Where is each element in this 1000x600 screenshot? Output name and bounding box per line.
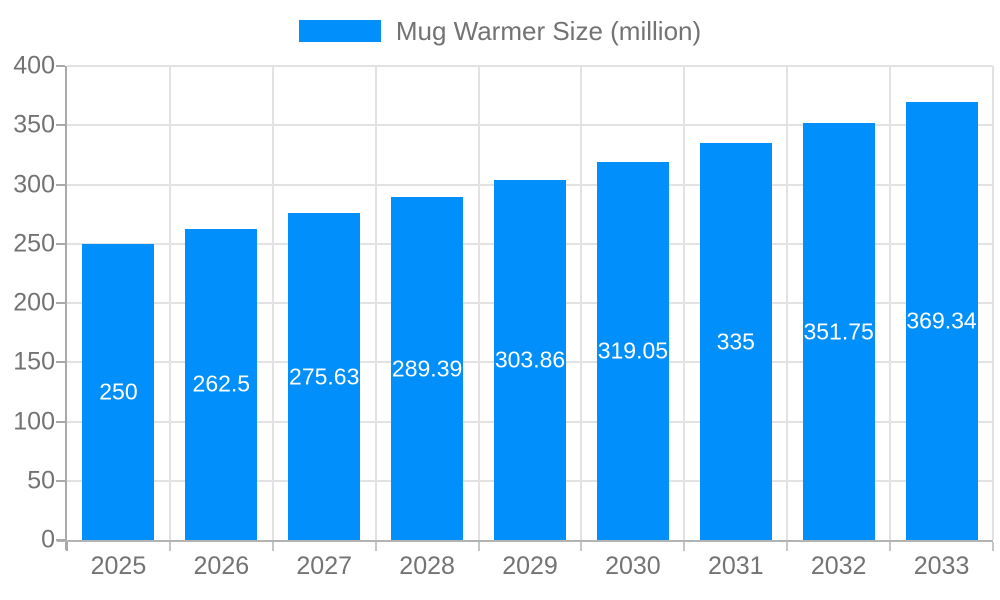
x-axis-tick xyxy=(374,542,377,551)
x-axis-tick-label: 2025 xyxy=(90,552,147,580)
x-gridline xyxy=(786,66,789,540)
x-gridline xyxy=(477,66,480,540)
x-axis-tick xyxy=(992,542,994,551)
x-axis-tick xyxy=(168,542,171,551)
y-axis-tick-label: 100 xyxy=(13,407,55,435)
y-axis-tick xyxy=(56,242,65,245)
bar-value-label: 262.5 xyxy=(192,370,251,397)
x-axis-tick xyxy=(889,542,892,551)
x-axis-tick xyxy=(580,542,583,551)
y-axis-tick xyxy=(56,479,65,482)
x-gridline xyxy=(992,66,994,540)
chart-legend: Mug Warmer Size (million) xyxy=(0,18,1000,44)
x-axis-line xyxy=(57,540,993,542)
bar-value-label: 351.75 xyxy=(803,318,874,345)
y-axis-tick xyxy=(56,65,65,67)
y-axis-tick-label: 50 xyxy=(27,466,55,495)
y-axis-tick-label: 400 xyxy=(13,51,55,80)
y-axis-tick-label: 200 xyxy=(13,288,55,317)
x-gridline xyxy=(683,66,686,540)
x-gridline xyxy=(271,66,274,540)
y-axis-line xyxy=(65,66,67,550)
x-axis-tick-label: 2029 xyxy=(502,552,558,580)
y-gridline xyxy=(67,124,993,127)
x-axis-tick-label: 2028 xyxy=(399,552,455,580)
x-axis-tick-label: 2032 xyxy=(810,552,867,580)
bar-value-label: 335 xyxy=(716,328,755,355)
y-axis-tick xyxy=(56,361,65,364)
bar-2028: 289.39 xyxy=(391,197,464,540)
bar-2032: 351.75 xyxy=(802,123,875,540)
x-axis-tick-label: 2033 xyxy=(913,552,970,580)
bar-2025: 250 xyxy=(82,243,155,540)
x-axis-tick xyxy=(786,542,789,551)
x-axis-tick-label: 2030 xyxy=(605,552,661,580)
x-axis-tick xyxy=(683,542,686,551)
y-axis-tick xyxy=(56,420,65,423)
y-axis-tick-label: 0 xyxy=(41,525,55,554)
bar-value-label: 369.34 xyxy=(906,307,977,334)
x-axis-tick-label: 2026 xyxy=(193,552,250,580)
bar-2033: 369.34 xyxy=(905,102,978,540)
bar-2026: 262.5 xyxy=(185,228,258,540)
x-axis-tick xyxy=(271,542,274,551)
bar-2031: 335 xyxy=(699,143,772,540)
bar-2027: 275.63 xyxy=(288,213,361,540)
y-axis-tick xyxy=(56,124,65,127)
y-axis-tick-label: 350 xyxy=(13,110,55,139)
bar-value-label: 319.05 xyxy=(597,337,669,364)
bar-value-label: 303.86 xyxy=(494,346,566,373)
legend-label[interactable]: Mug Warmer Size (million) xyxy=(395,16,702,46)
plot-area: 250 262.5 275.63 289.39 303.86 319.05 335 351.7… xyxy=(56,65,994,551)
bar-2030: 319.05 xyxy=(596,161,669,540)
bar-value-label: 250 xyxy=(99,378,138,405)
bar-2029: 303.86 xyxy=(494,179,566,540)
y-axis-tick-label: 150 xyxy=(13,347,55,376)
x-axis-tick-label: 2031 xyxy=(707,552,764,580)
x-axis-tick xyxy=(477,542,480,551)
bar-value-label: 289.39 xyxy=(391,355,463,382)
y-axis-tick xyxy=(56,183,65,186)
y-axis-tick-label: 300 xyxy=(13,170,55,198)
y-axis-tick-label: 250 xyxy=(13,229,55,258)
x-axis-tick-label: 2027 xyxy=(296,552,353,580)
bar-value-label: 275.63 xyxy=(289,363,360,390)
x-axis-tick xyxy=(66,542,68,551)
x-gridline xyxy=(374,66,377,540)
x-gridline xyxy=(580,66,583,540)
y-axis-tick xyxy=(56,302,65,304)
y-gridline xyxy=(67,65,993,67)
y-axis-tick xyxy=(56,539,65,541)
x-gridline xyxy=(168,66,171,540)
legend-swatch[interactable] xyxy=(298,20,381,42)
x-gridline xyxy=(889,66,892,540)
